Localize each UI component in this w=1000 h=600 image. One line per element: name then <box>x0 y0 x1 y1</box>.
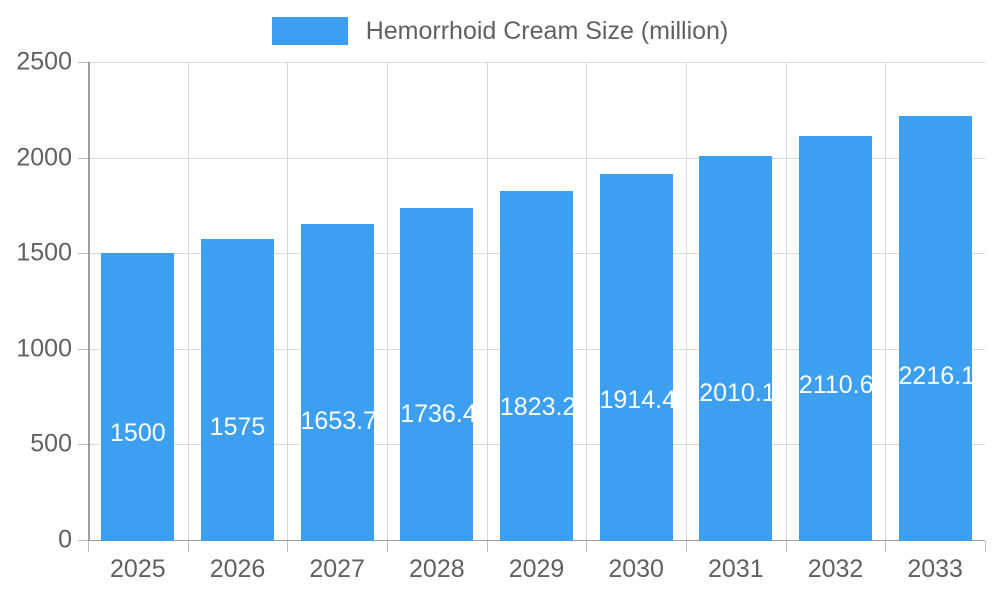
bar[interactable]: 2110.65 <box>798 136 873 541</box>
y-axis-tick-label: 500 <box>30 429 72 458</box>
bar-value-label: 1500 <box>110 418 166 447</box>
y-axis-tick-mark <box>78 62 88 63</box>
bar-value-label: 2110.65 <box>798 370 873 399</box>
y-axis-tick-label: 1000 <box>16 334 72 363</box>
x-axis-tick-mark <box>786 541 787 552</box>
x-axis-tick-mark <box>885 541 886 552</box>
gridline-vertical <box>686 62 687 540</box>
x-axis-tick-label: 2029 <box>508 555 565 583</box>
y-axis-line <box>88 62 90 541</box>
x-axis-tick-mark <box>88 541 89 552</box>
x-axis-tick-mark <box>387 541 388 552</box>
gridline-vertical <box>387 62 388 540</box>
x-axis-tick-label: 2028 <box>409 555 465 583</box>
bar[interactable]: 1736.44 <box>400 208 474 541</box>
x-axis-tick-label: 2026 <box>209 555 266 583</box>
gridline-vertical <box>885 62 886 540</box>
bars-layer: 1500 1575 1653.75 1736.44 1823.26 1914.42 2010… <box>88 62 985 541</box>
gridline-vertical <box>586 62 587 540</box>
legend-color-swatch-icon <box>271 17 348 45</box>
gridline-vertical <box>786 62 787 540</box>
x-axis-tick-mark <box>586 541 587 552</box>
bar[interactable]: 2216.18 <box>898 116 972 541</box>
x-axis-tick-mark <box>985 541 986 552</box>
legend-label: Hemorrhoid Cream Size (million) <box>365 16 729 45</box>
gridline-vertical <box>487 62 488 540</box>
bar-value-label: 2010.14 <box>699 378 773 407</box>
bar[interactable]: 1914.42 <box>599 173 673 541</box>
x-axis-tick-mark <box>188 541 189 552</box>
bar-value-label: 1736.44 <box>400 400 474 429</box>
gridline-vertical <box>287 62 288 540</box>
y-axis-tick-mark <box>78 157 88 159</box>
bar[interactable]: 1575 <box>200 238 275 541</box>
x-axis-tick-mark <box>686 541 687 552</box>
bar[interactable]: 1653.75 <box>300 223 374 541</box>
bar-value-label: 2216.18 <box>898 362 972 391</box>
x-axis-tick-mark <box>287 541 288 552</box>
bar-value-label: 1575 <box>209 413 266 442</box>
gridline-horizontal <box>88 157 985 159</box>
bar[interactable]: 1500 <box>101 253 175 541</box>
x-axis-tick-label: 2027 <box>309 555 365 583</box>
bar-value-label: 1914.42 <box>599 386 673 415</box>
gridline-horizontal <box>88 62 985 63</box>
bar-value-label: 1653.75 <box>300 406 374 435</box>
y-axis-tick-mark <box>78 540 88 541</box>
y-axis-tick-label: 2000 <box>16 143 72 172</box>
x-axis-tick-label: 2025 <box>110 555 166 583</box>
y-axis-tick-mark <box>78 444 88 446</box>
y-axis-tick-mark <box>78 348 88 350</box>
bar[interactable]: 2010.14 <box>699 155 773 541</box>
y-axis-tick-label: 1500 <box>16 238 72 267</box>
y-axis-tick-label: 0 <box>58 525 72 554</box>
bar[interactable]: 1823.26 <box>499 191 574 541</box>
gridline-vertical <box>188 62 189 540</box>
legend-item-hemorrhoid-cream-size[interactable]: Hemorrhoid Cream Size (million) <box>271 16 729 45</box>
chart-legend: Hemorrhoid Cream Size (million) <box>0 0 1000 62</box>
x-axis-tick-mark <box>487 541 488 552</box>
bar-value-label: 1823.26 <box>499 393 574 422</box>
x-axis-tick-label: 2030 <box>608 555 664 583</box>
x-axis-tick-label: 2031 <box>708 555 764 583</box>
x-axis-tick-label: 2032 <box>807 555 864 583</box>
y-axis-tick-mark <box>78 253 88 255</box>
x-axis-tick-label: 2033 <box>907 555 963 583</box>
